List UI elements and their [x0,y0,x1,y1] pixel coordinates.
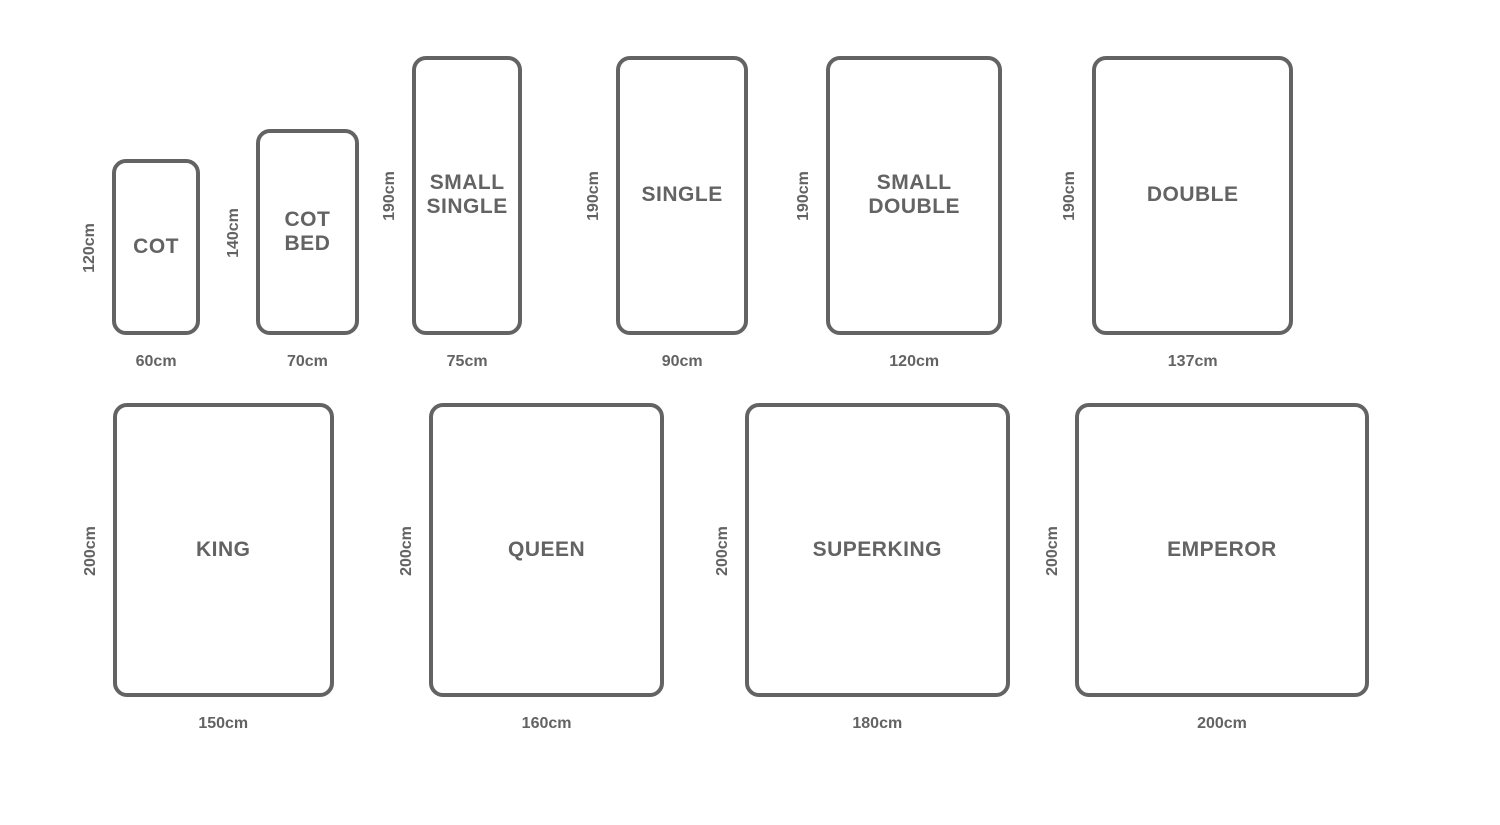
mattress-box: SMALLDOUBLE [826,56,1002,335]
mattress-box: SUPERKING [745,403,1010,697]
mattress-name: DOUBLE [1147,183,1239,207]
mattress-name: EMPEROR [1167,538,1277,562]
mattress-width-label: 120cm [826,353,1002,371]
mattress-height-label: 200cm [714,511,732,591]
mattress-width-label: 137cm [1092,353,1293,371]
mattress-name: SMALLDOUBLE [868,171,960,219]
mattress-name: SUPERKING [813,538,942,562]
mattress-height-label: 190cm [585,156,603,236]
mattress-height-label: 190cm [1061,156,1079,236]
mattress-height-label: 200cm [1044,511,1062,591]
mattress-box: COT [112,159,200,335]
mattress-height-label: 190cm [381,156,399,236]
mattress-name: COT [133,235,179,259]
mattress-box: KING [113,403,334,697]
mattress-height-label: 200cm [82,511,100,591]
mattress-height-label: 200cm [398,511,416,591]
mattress-name: QUEEN [508,538,585,562]
mattress-width-label: 150cm [113,715,334,733]
mattress-box: DOUBLE [1092,56,1293,335]
mattress-box: SMALLSINGLE [412,56,522,335]
mattress-width-label: 75cm [412,353,522,371]
mattress-width-label: 70cm [256,353,359,371]
mattress-width-label: 180cm [745,715,1010,733]
mattress-width-label: 160cm [429,715,664,733]
mattress-size-diagram: COT 60cm 120cm COTBED 70cm 140cm SMALLSINGLE 75… [0,0,1500,825]
mattress-width-label: 200cm [1075,715,1369,733]
mattress-box: QUEEN [429,403,664,697]
mattress-width-label: 90cm [616,353,748,371]
mattress-height-label: 190cm [795,156,813,236]
mattress-name: SINGLE [642,183,723,207]
mattress-name: COTBED [285,208,331,256]
mattress-width-label: 60cm [112,353,200,371]
mattress-box: EMPEROR [1075,403,1369,697]
mattress-box: COTBED [256,129,359,335]
mattress-height-label: 140cm [225,193,243,273]
mattress-box: SINGLE [616,56,748,335]
mattress-name: KING [196,538,251,562]
mattress-name: SMALLSINGLE [427,171,508,219]
mattress-height-label: 120cm [81,208,99,288]
